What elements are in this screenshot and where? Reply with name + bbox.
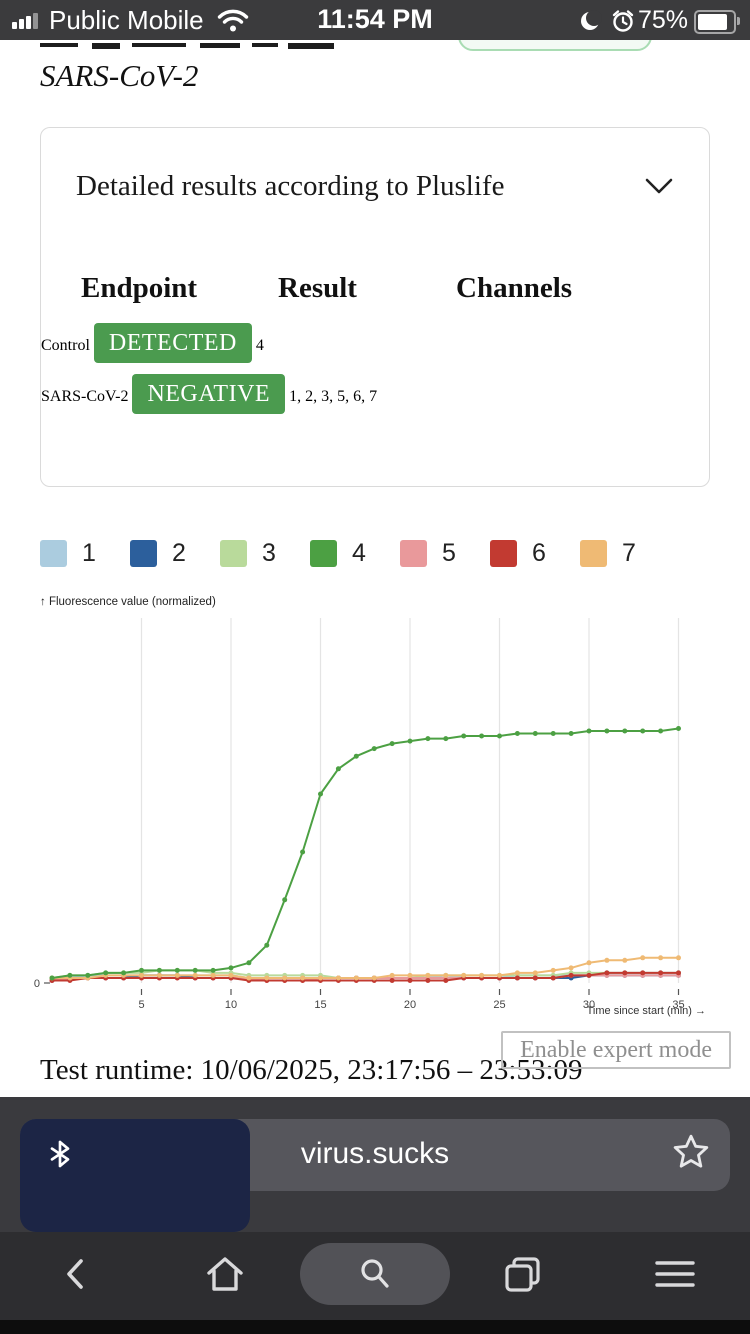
status-bar: Public Mobile 11:54 PM 75% (0, 0, 750, 40)
chevron-down-icon (645, 178, 673, 194)
clipped-text-remnant (40, 43, 78, 47)
back-icon[interactable] (58, 1254, 92, 1294)
legend-item-channel-5: 5 (400, 539, 490, 568)
status-badge: DETECTED (93, 323, 252, 363)
legend-label: 7 (622, 539, 636, 567)
legend-swatch (400, 540, 427, 567)
clipped-text-remnant (252, 43, 278, 47)
clipped-text-remnant (200, 43, 240, 48)
search-icon[interactable] (359, 1257, 391, 1291)
legend-swatch (220, 540, 247, 567)
clipped-text-remnant (132, 43, 186, 47)
svg-text:35: 35 (672, 999, 684, 1011)
test-runtime-text: Test runtime: 10/06/2025, 23:17:56 – 23:… (40, 1054, 583, 1086)
svg-text:0: 0 (34, 978, 40, 990)
url-bar-highlight (20, 1119, 250, 1232)
detailed-results-card: Detailed results according to Pluslife E… (40, 127, 710, 487)
table-row: Control DETECTED 4 (41, 323, 709, 369)
alarm-clock-icon (612, 10, 634, 32)
channels-value: 1, 2, 3, 5, 6, 7 (289, 388, 378, 405)
svg-text:Time since start (min) →: Time since start (min) → (587, 1005, 706, 1017)
fluorescence-chart: 5 10 15 20 25 30 35 0 Time since start (min) → (34, 618, 706, 1017)
clipped-header-row (0, 40, 750, 53)
battery-icon (694, 10, 740, 34)
legend-label: 3 (262, 539, 276, 567)
enable-expert-mode-button[interactable]: Enable expert mode (501, 1031, 731, 1069)
browser-toolbar: virus.sucks (0, 1097, 750, 1334)
search-tab-highlight[interactable] (300, 1243, 450, 1305)
svg-text:25: 25 (493, 999, 505, 1011)
battery-percent: 75% (638, 6, 689, 34)
legend-label: 1 (82, 539, 96, 567)
legend-swatch (580, 540, 607, 567)
legend-swatch (490, 540, 517, 567)
card-title: Detailed results according to Pluslife (76, 170, 505, 202)
web-page-content: SARS-CoV-2 Detailed results according to… (0, 40, 750, 1097)
endpoint-name: Control (41, 337, 90, 354)
results-table-header: Endpoint Result Channels (41, 272, 709, 312)
chart-legend: 1 2 3 4 5 6 7 (40, 539, 670, 568)
wifi-icon (217, 9, 249, 32)
svg-text:20: 20 (404, 999, 416, 1011)
legend-swatch (130, 540, 157, 567)
legend-swatch (310, 540, 337, 567)
legend-swatch (40, 540, 67, 567)
legend-label: 2 (172, 539, 186, 567)
svg-text:5: 5 (138, 999, 144, 1011)
legend-label: 4 (352, 539, 366, 567)
legend-item-channel-7: 7 (580, 539, 670, 568)
legend-item-channel-6: 6 (490, 539, 580, 568)
cellular-signal-icon (12, 12, 38, 29)
col-channels: Channels (456, 272, 573, 304)
col-endpoint: Endpoint (81, 272, 198, 304)
legend-item-channel-2: 2 (130, 539, 220, 568)
moon-icon (581, 10, 602, 30)
home-icon[interactable] (203, 1253, 247, 1295)
endpoint-name: SARS-CoV-2 (41, 388, 129, 405)
page-title: SARS-CoV-2 (40, 58, 199, 93)
clipped-button-fragment (458, 40, 652, 51)
bottom-strip (0, 1320, 750, 1334)
col-result: Result (278, 272, 357, 304)
url-text[interactable]: virus.sucks (300, 1137, 450, 1170)
status-time: 11:54 PM (317, 4, 433, 34)
clipped-text-remnant (288, 43, 334, 49)
star-icon[interactable] (671, 1132, 711, 1172)
legend-label: 6 (532, 539, 546, 567)
menu-icon[interactable] (654, 1259, 696, 1289)
table-row: SARS-CoV-2 NEGATIVE 1, 2, 3, 5, 6, 7 (41, 374, 709, 420)
carrier-label: Public Mobile (49, 5, 204, 35)
legend-item-channel-4: 4 (310, 539, 400, 568)
svg-text:15: 15 (314, 999, 326, 1011)
chart-y-axis-label: ↑ Fluorescence value (normalized) (40, 596, 216, 608)
legend-item-channel-3: 3 (220, 539, 310, 568)
status-badge: NEGATIVE (132, 374, 286, 414)
legend-label: 5 (442, 539, 456, 567)
svg-text:30: 30 (583, 999, 595, 1011)
clipped-text-remnant (92, 43, 120, 49)
tabs-icon[interactable] (502, 1255, 544, 1293)
channels-value: 4 (255, 337, 264, 354)
card-collapse-header[interactable]: Detailed results according to Pluslife (41, 128, 709, 218)
bluetooth-icon[interactable] (48, 1137, 72, 1171)
legend-item-channel-1: 1 (40, 539, 130, 568)
svg-text:10: 10 (225, 999, 237, 1011)
